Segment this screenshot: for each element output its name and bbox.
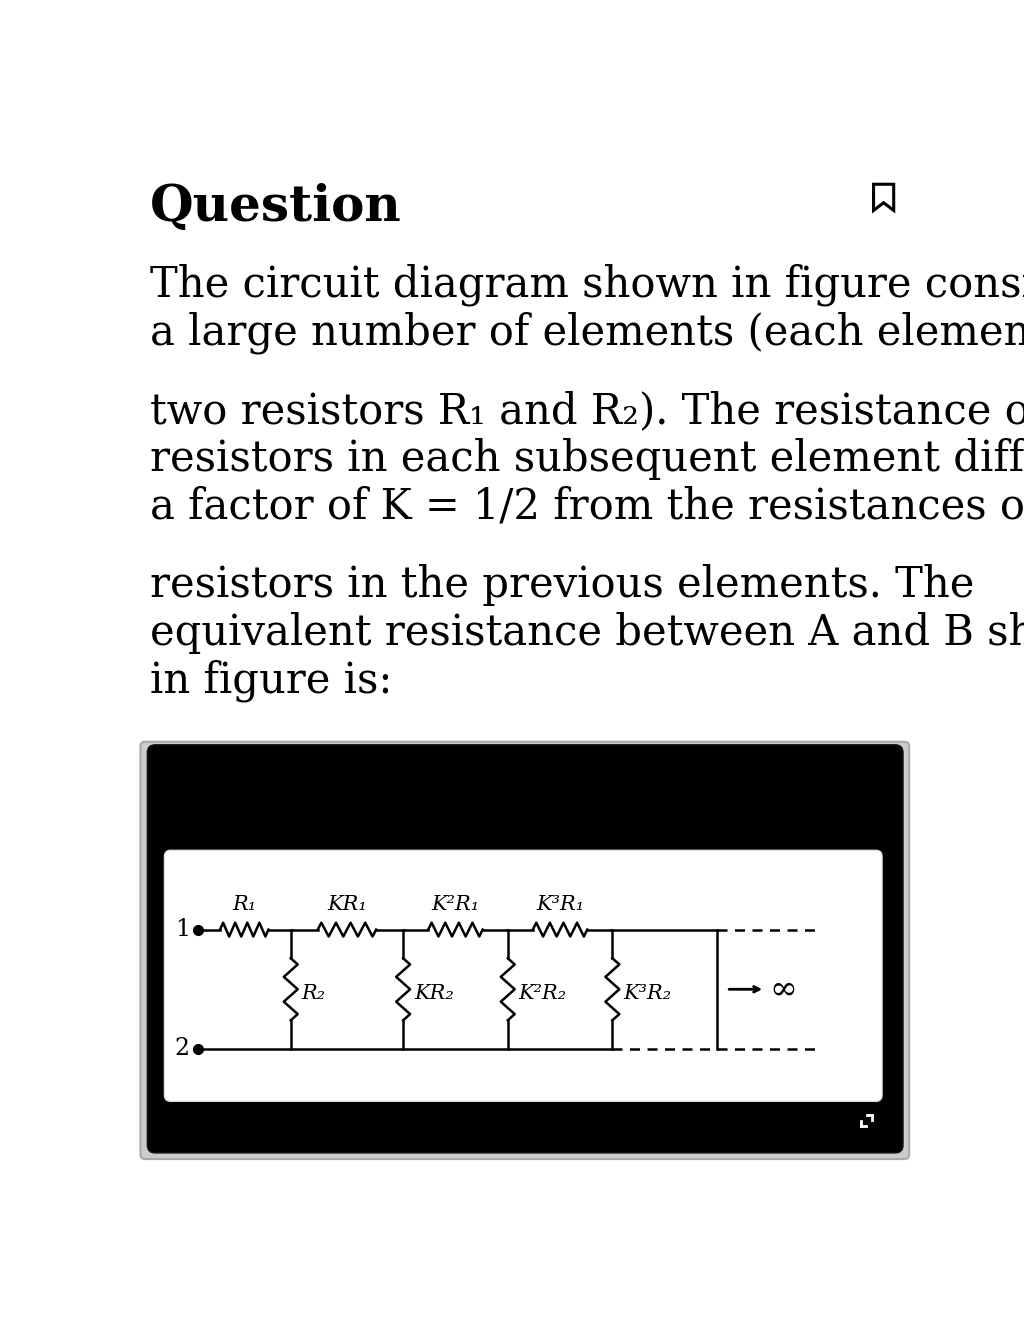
Text: R₂: R₂ <box>302 984 326 1003</box>
Text: a factor of K = 1/2 from the resistances of the: a factor of K = 1/2 from the resistances… <box>150 485 1024 527</box>
Text: K²R₁: K²R₁ <box>431 895 479 914</box>
Text: 2: 2 <box>175 1037 190 1060</box>
Text: KR₁: KR₁ <box>327 895 367 914</box>
FancyBboxPatch shape <box>165 850 882 1101</box>
Text: K³R₂: K³R₂ <box>624 984 672 1003</box>
Text: 1: 1 <box>175 918 190 942</box>
Text: Question: Question <box>150 182 401 231</box>
Text: resistors in the previous elements. The: resistors in the previous elements. The <box>150 564 974 606</box>
Text: resistors in each subsequent element differs by: resistors in each subsequent element dif… <box>150 438 1024 480</box>
Text: K³R₁: K³R₁ <box>536 895 584 914</box>
Text: R₁: R₁ <box>232 895 256 914</box>
Text: in figure is:: in figure is: <box>150 660 392 702</box>
Text: K²R₂: K²R₂ <box>518 984 566 1003</box>
FancyBboxPatch shape <box>140 742 909 1158</box>
Text: equivalent resistance between A and B shown: equivalent resistance between A and B sh… <box>150 612 1024 653</box>
Text: a large number of elements (each element has: a large number of elements (each element… <box>150 311 1024 354</box>
Text: The circuit diagram shown in figure consists of: The circuit diagram shown in figure cons… <box>150 263 1024 306</box>
Text: two resistors R₁ and R₂). The resistance of the: two resistors R₁ and R₂). The resistance… <box>150 390 1024 432</box>
FancyBboxPatch shape <box>147 745 903 1153</box>
Text: ∞: ∞ <box>770 974 798 1005</box>
Text: KR₂: KR₂ <box>414 984 454 1003</box>
